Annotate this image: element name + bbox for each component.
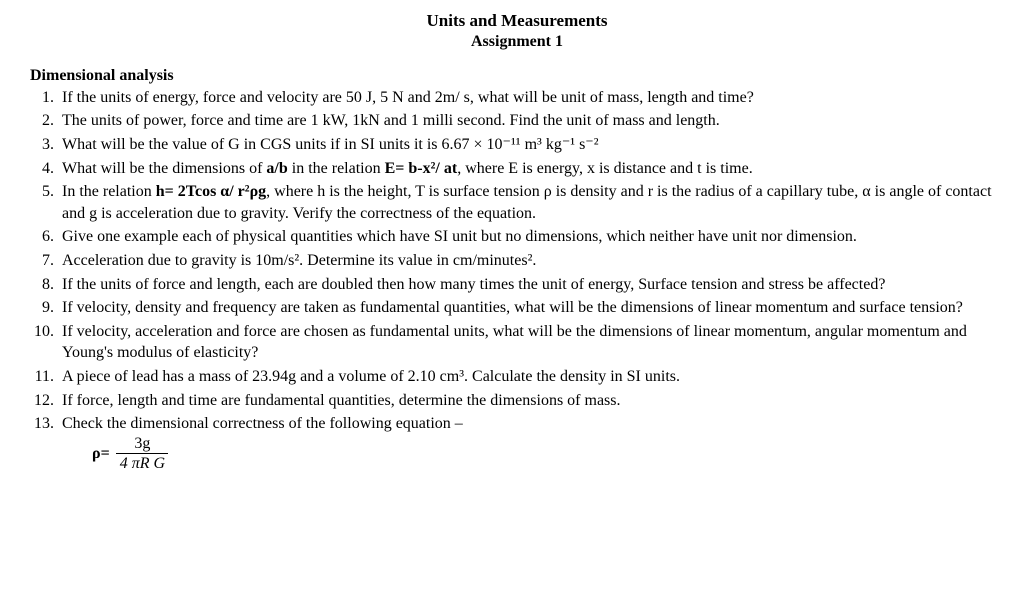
question-text: The units of power, force and time are 1…	[62, 112, 720, 129]
sub-title: Assignment 1	[30, 32, 1004, 53]
question-item: Acceleration due to gravity is 10m/s². D…	[58, 250, 1004, 272]
title-block: Units and Measurements Assignment 1	[30, 10, 1004, 53]
question-text: What will be the value of G in CGS units…	[62, 136, 599, 153]
question-text: If force, length and time are fundamenta…	[62, 392, 621, 409]
question-text: Check the dimensional correctness of the…	[62, 415, 463, 432]
formula: ρ= 3g 4 πR G	[62, 435, 1004, 473]
question-item: If the units of force and length, each a…	[58, 274, 1004, 296]
question-item: A piece of lead has a mass of 23.94g and…	[58, 366, 1004, 388]
question-item: Check the dimensional correctness of the…	[58, 413, 1004, 473]
question-text: If the units of force and length, each a…	[62, 276, 885, 293]
formula-denominator: 4 πR G	[114, 454, 171, 473]
formula-fraction: 3g 4 πR G	[114, 435, 171, 473]
question-item: The units of power, force and time are 1…	[58, 110, 1004, 132]
question-text: Acceleration due to gravity is 10m/s². D…	[62, 252, 536, 269]
question-list: If the units of energy, force and veloci…	[30, 87, 1004, 473]
question-text: If the units of energy, force and veloci…	[62, 89, 754, 106]
question-item: If velocity, density and frequency are t…	[58, 297, 1004, 319]
question-item: If velocity, acceleration and force are …	[58, 321, 1004, 364]
formula-lhs: ρ=	[92, 443, 110, 465]
question-text: If velocity, density and frequency are t…	[62, 299, 963, 316]
question-item: What will be the value of G in CGS units…	[58, 134, 1004, 156]
question-item: What will be the dimensions of a/b in th…	[58, 158, 1004, 180]
document-page: Units and Measurements Assignment 1 Dime…	[0, 0, 1024, 473]
question-item: Give one example each of physical quanti…	[58, 226, 1004, 248]
question-text: Give one example each of physical quanti…	[62, 228, 857, 245]
formula-numerator: 3g	[116, 435, 168, 455]
question-item: In the relation h= 2Tcos α/ r²ρg, where …	[58, 181, 1004, 224]
question-text: If velocity, acceleration and force are …	[62, 323, 967, 362]
main-title: Units and Measurements	[30, 10, 1004, 32]
question-item: If the units of energy, force and veloci…	[58, 87, 1004, 109]
question-item: If force, length and time are fundamenta…	[58, 390, 1004, 412]
question-text: A piece of lead has a mass of 23.94g and…	[62, 368, 680, 385]
section-heading: Dimensional analysis	[30, 67, 1004, 85]
